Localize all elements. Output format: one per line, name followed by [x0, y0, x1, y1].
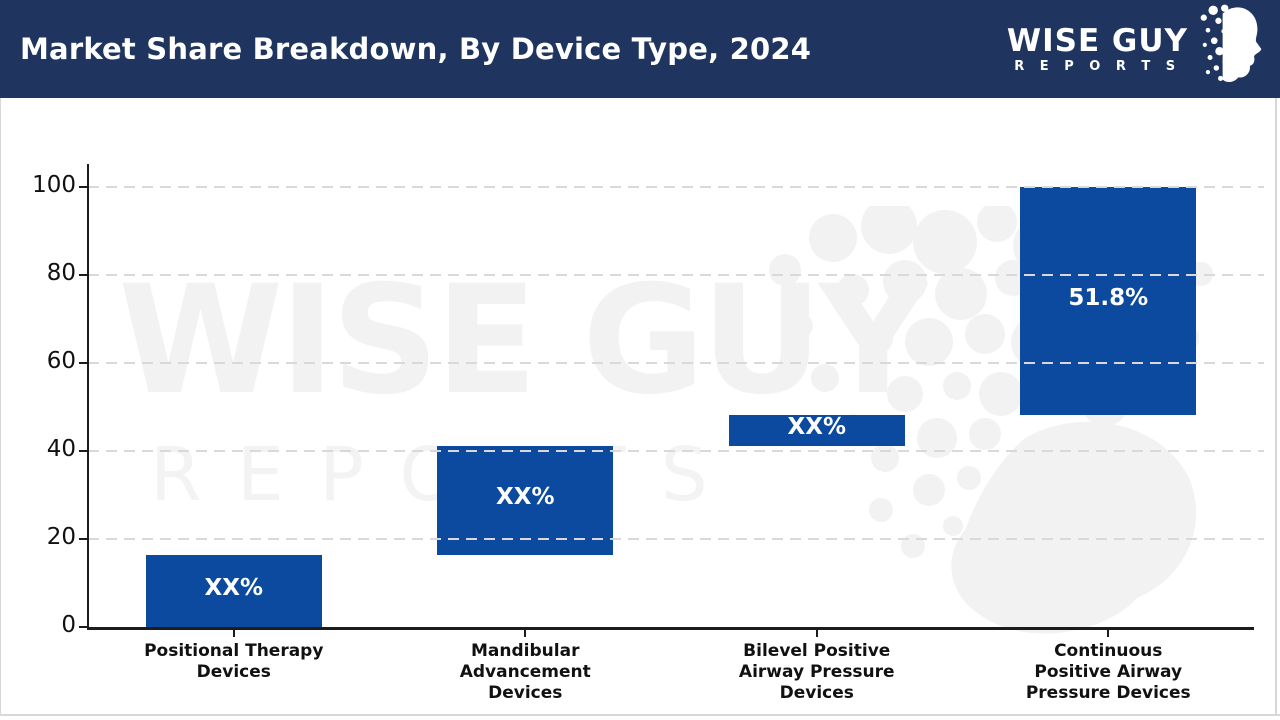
page-title: Market Share Breakdown, By Device Type, … [20, 32, 812, 66]
x-axis-category-label: Continuous Positive Airway Pressure Devi… [1025, 641, 1191, 703]
y-axis-tick [79, 186, 88, 188]
y-axis-tick-label: 80 [46, 260, 76, 286]
bar-segment [437, 445, 614, 555]
bar-segment [1020, 187, 1197, 415]
brand-logo-text: WISE GUY R E P O R T S [1007, 24, 1188, 75]
y-axis-tick [79, 274, 88, 276]
frame-border-bottom [0, 714, 1280, 716]
x-axis-tick [815, 628, 818, 637]
y-axis-tick [79, 450, 88, 452]
y-axis-tick [79, 362, 88, 364]
watermark-brand-text: WISE GUY [118, 254, 928, 428]
gridline [88, 362, 1264, 364]
frame-border-left [0, 98, 1, 716]
gridline [88, 538, 1264, 540]
bar-value-label: 51.8% [1068, 284, 1149, 311]
header-band: Market Share Breakdown, By Device Type, … [0, 0, 1280, 98]
x-axis-tick [232, 628, 235, 637]
brand-subtitle: R E P O R T S [1014, 58, 1181, 74]
y-axis-tick [79, 538, 88, 540]
x-axis-spine [87, 627, 1254, 630]
y-axis-tick-label: 40 [46, 436, 76, 462]
y-axis-tick [79, 626, 88, 628]
y-axis-tick-label: 0 [61, 612, 76, 638]
gridline [88, 186, 1264, 188]
frame-border-right [1275, 98, 1277, 716]
bar-value-label: XX% [787, 414, 846, 441]
y-axis-spine [87, 164, 89, 629]
brand-logo: WISE GUY R E P O R T S [1007, 4, 1272, 94]
y-axis-tick-label: 60 [46, 348, 76, 374]
bar-value-label: XX% [495, 484, 555, 511]
dotted-head-profile-icon [1190, 3, 1272, 95]
gridline [88, 274, 1264, 276]
x-axis-category-label: Positional Therapy Devices [144, 641, 324, 682]
x-axis-category-label: Bilevel Positive Airway Pressure Devices [738, 641, 895, 703]
gridline [88, 450, 1264, 452]
bar-segment [145, 554, 322, 627]
x-axis-tick [1107, 628, 1110, 637]
y-axis-tick-label: 100 [32, 172, 76, 198]
brand-name: WISE GUY [1006, 22, 1188, 59]
bar-segment [728, 414, 905, 446]
y-axis-tick-label: 20 [46, 524, 76, 550]
bar-value-label: XX% [204, 574, 263, 601]
x-axis-tick [524, 628, 527, 637]
x-axis-category-label: Mandibular Advancement Devices [459, 641, 591, 703]
